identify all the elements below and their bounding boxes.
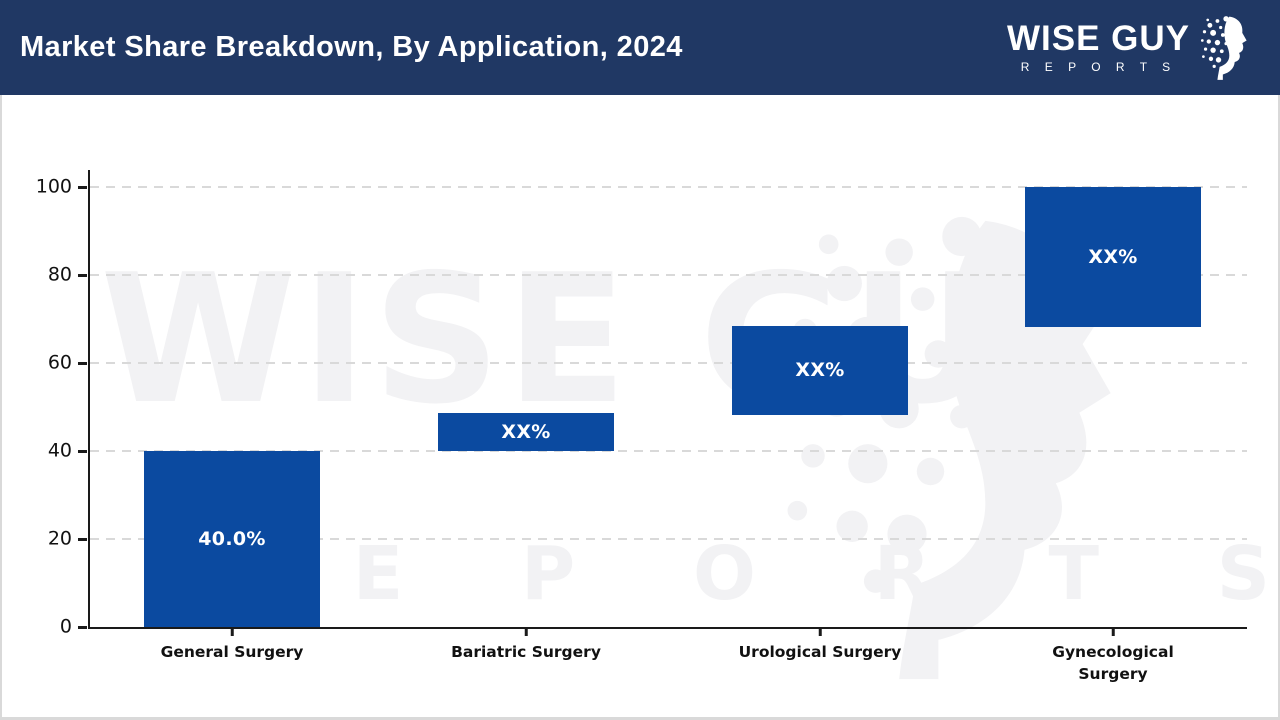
bar-bariatric-surgery: XX%	[438, 413, 614, 451]
y-tick-label-60: 60	[47, 351, 72, 374]
y-tick-label-0: 0	[59, 615, 72, 638]
x-tick-gynecological-surgery	[1111, 627, 1115, 636]
page-title: Market Share Breakdown, By Application, …	[20, 31, 683, 63]
x-tick-label-general-surgery: General Surgery	[160, 643, 304, 661]
logo-subtext: R E P O R T S	[1020, 60, 1177, 74]
y-tick-20	[78, 538, 87, 541]
frame-right	[1278, 95, 1280, 720]
logo-text: WISE GUY R E P O R T S	[1007, 21, 1190, 74]
logo-wordmark: WISE GUY	[1006, 19, 1190, 58]
gridline-100	[90, 186, 1247, 188]
wiseguy-logo: WISE GUY R E P O R T S	[1007, 9, 1252, 87]
y-tick-label-100: 100	[35, 175, 72, 198]
y-tick-0	[78, 626, 87, 629]
bar-gynecological-surgery: XX%	[1025, 187, 1201, 327]
bar-urological-surgery: XX%	[732, 326, 908, 415]
plot-area: 0 20 40 60 80 100 40.0% General Surgery XX% Baria…	[36, 170, 1247, 683]
x-tick-label-bariatric-surgery: Bariatric Surgery	[451, 643, 601, 661]
x-tick-label-urological-surgery: Urological Surgery	[738, 643, 902, 661]
gridline-20	[90, 538, 1247, 540]
bar-value-label-bariatric-surgery: XX%	[501, 421, 551, 444]
bar-value-label-gynecological-surgery: XX%	[1088, 245, 1138, 268]
bar-value-label-urological-surgery: XX%	[795, 359, 845, 382]
bar-value-label-general-surgery: 40.0%	[198, 528, 266, 550]
frame-bottom	[0, 717, 1280, 720]
dotted-face-profile-icon	[1200, 15, 1247, 80]
x-tick-general-surgery	[230, 627, 234, 636]
frame-left	[0, 95, 2, 720]
header-bar: Market Share Breakdown, By Application, …	[0, 0, 1280, 95]
y-tick-label-20: 20	[47, 527, 72, 550]
y-tick-80	[78, 274, 87, 277]
bar-general-surgery: 40.0%	[144, 451, 320, 627]
watermark-subtext: R E P O R T S	[178, 531, 1280, 617]
x-tick-label-gynecological-surgery: Gynecological Surgery	[1052, 643, 1174, 683]
x-tick-urological-surgery	[818, 627, 822, 636]
gridline-40	[90, 450, 1247, 452]
gridline-60	[90, 362, 1247, 364]
x-tick-bariatric-surgery	[524, 627, 528, 636]
y-tick-label-40: 40	[47, 439, 72, 462]
y-tick-60	[78, 362, 87, 365]
gridline-80	[90, 274, 1247, 276]
y-tick-40	[78, 450, 87, 453]
chart-area: WISE GUY R E P O R T S 0 20 40 60 80 100 40.0%…	[0, 95, 1280, 720]
y-tick-100	[78, 186, 87, 189]
y-tick-label-80: 80	[47, 263, 72, 286]
